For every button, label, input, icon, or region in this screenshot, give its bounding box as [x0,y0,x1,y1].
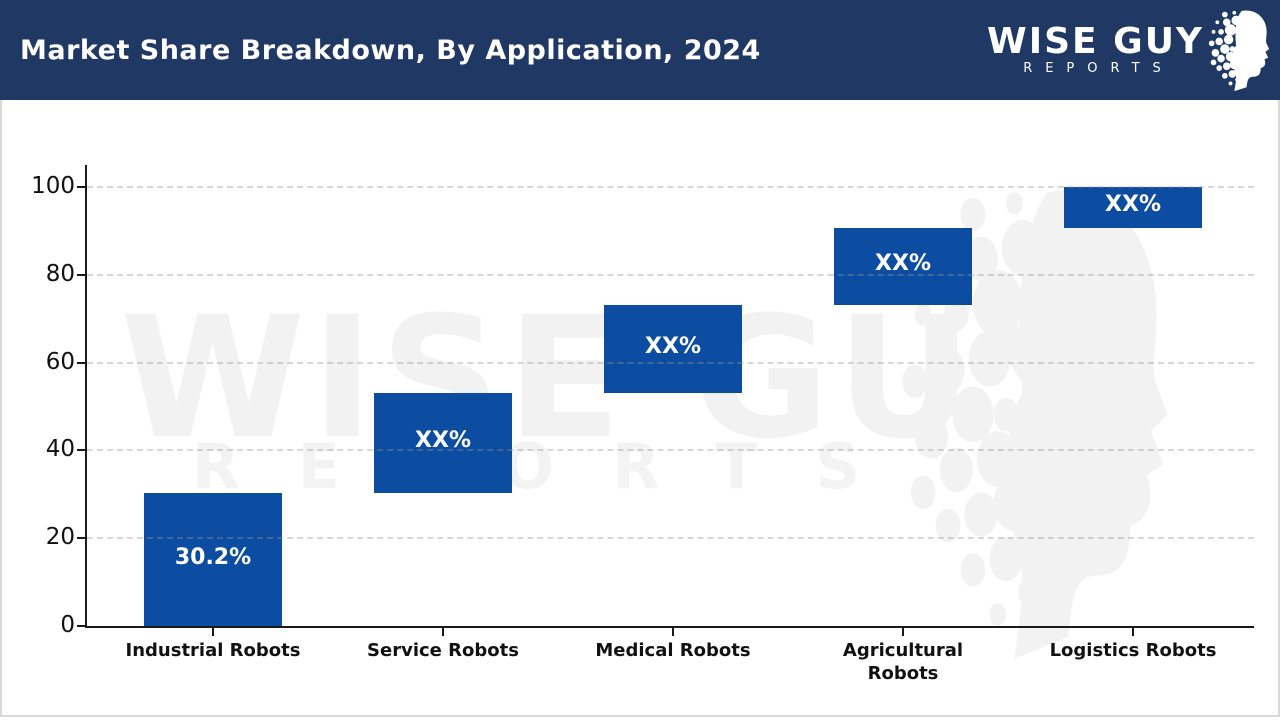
y-axis-tick [77,449,86,452]
y-axis-spine [85,165,87,628]
bar-value-label: XX% [875,251,931,277]
y-tick-label: 40 [45,436,75,463]
y-tick-label: 0 [60,612,75,638]
y-axis-tick [77,537,86,540]
bar-segment [144,493,282,626]
x-axis-tick [212,627,214,636]
y-tick-label: 60 [45,348,75,375]
bar-segment [604,304,742,394]
bar-segment [834,227,972,305]
x-axis-tick [902,627,904,636]
y-axis-tick [77,361,86,364]
y-gridline [87,186,1254,188]
x-category-label: Logistics Robots [1049,640,1217,661]
x-axis-tick [1132,627,1134,636]
y-tick-label: 100 [31,173,75,199]
bar-segment [374,393,512,494]
x-category-label: Agricultural Robots [842,640,964,684]
y-gridline [87,537,1254,540]
y-gridline [87,273,1254,276]
y-axis-tick [77,273,86,276]
bar-value-label: XX% [1105,192,1161,218]
x-category-label: Service Robots [367,640,519,661]
watermark-subtitle: REPORTS [192,430,919,503]
y-gridline [87,449,1254,452]
bar-segment [1064,187,1202,228]
header-band: Market Share Breakdown, By Application, … [0,0,1280,100]
y-gridline [87,361,1254,364]
bar-value-label: XX% [645,333,701,359]
x-category-label: Industrial Robots [125,640,301,661]
logo-wordmark: WISE GUY [986,20,1204,62]
chart-canvas: WISE GUY REPORTS 0 20 40 60 80 100 30.2% XX% XX%… [0,100,1280,717]
wiseguy-logo: WISE GUY REPORTS [987,7,1280,93]
y-axis-tick [77,186,86,188]
bar-value-label: 30.2% [174,544,252,570]
x-axis-tick [672,627,674,636]
logo-subtitle: REPORTS [1023,60,1174,76]
y-tick-label: 80 [45,260,75,287]
wiseguy-logo-text: WISE GUY REPORTS [986,20,1204,76]
y-tick-label: 20 [45,524,75,551]
bar-value-label: XX% [415,428,471,454]
x-axis-tick [442,627,444,636]
x-axis-spine [85,626,1254,628]
x-category-label: Medical Robots [595,640,751,661]
y-axis-tick [77,625,86,627]
wiseguy-face-icon [1206,7,1272,93]
chart-title: Market Share Breakdown, By Application, … [20,34,761,66]
